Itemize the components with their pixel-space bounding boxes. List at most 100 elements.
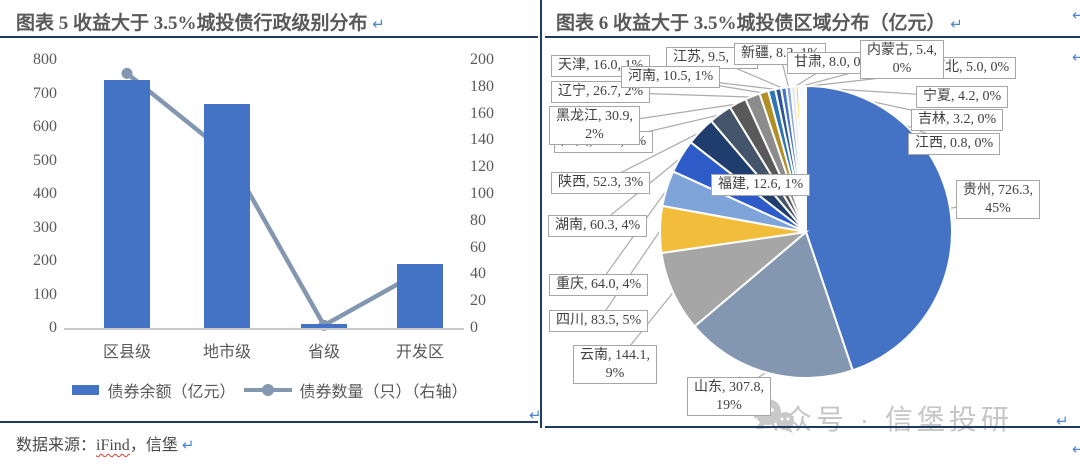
y2-axis-tick: 20: [470, 292, 486, 310]
pie-label-line: 四川, 83.5, 5%: [556, 313, 642, 328]
y-axis-tick: 200: [33, 252, 57, 269]
y2-axis-tick: 120: [470, 158, 494, 176]
figure5-title-text: 图表 5 收益大于 3.5%城投债行政级别分布: [16, 13, 368, 34]
pie-slice-山东: [693, 230, 854, 379]
pie-label-云南: 云南, 144.1, 9%: [573, 345, 657, 384]
y-axis-tick: 700: [33, 84, 57, 102]
pie-label-line: 45%: [985, 200, 1011, 216]
pie-label-江西: 江西, 0.8, 0%: [908, 133, 1001, 155]
pie-label-line: 内蒙古, 5.4,: [867, 43, 937, 58]
legend-line-label: 债券数量（只）（右轴）: [299, 384, 468, 401]
pie-label-line: 江苏, 9.5, 1%: [673, 50, 752, 65]
divider-bottom-right: [545, 426, 1080, 428]
source-suffix: ，信堡: [129, 437, 178, 454]
bar-区县级: [104, 80, 150, 328]
figure5-axis-line: [64, 328, 464, 330]
pie-label-重庆: 重庆, 64.0, 4%: [549, 274, 649, 296]
pie-label-line: 河南, 10.5, 1%: [628, 69, 714, 84]
y2-axis-tick: 80: [470, 211, 486, 229]
bar-开发区: [397, 264, 443, 328]
data-source-note: 数据来源：iFind，信堡 ↵: [16, 431, 194, 455]
pie-label-line: 山东, 307.8,: [694, 380, 764, 395]
y-axis-tick: 500: [33, 151, 57, 169]
bar-地市级: [204, 103, 250, 328]
legend-bar-swatch: [72, 385, 100, 395]
x-axis-label: 开发区: [395, 344, 445, 361]
pie-label-line: 9%: [605, 365, 625, 381]
pie-label-line: 2%: [585, 126, 604, 142]
pie-label-贵州: 贵州, 726.3, 45%: [956, 180, 1040, 219]
x-axis-label: 省级: [307, 344, 341, 361]
pie-label-line: 江西, 0.8, 0%: [915, 136, 994, 151]
leader-line: [598, 188, 669, 286]
source-ifind: iFind: [96, 437, 130, 454]
pie-label-四川: 四川, 83.5, 5%: [549, 310, 649, 332]
divider-bottom-left: [0, 421, 538, 423]
pie-label-line: 甘肃, 8.0, 0%: [794, 55, 873, 70]
line-series: [124, 71, 423, 329]
pie-label-line: 河北, 5.0, 0%: [931, 60, 1010, 75]
y-axis-tick: 800: [33, 51, 57, 68]
pie-label-河北: 河北, 5.0, 0%: [924, 57, 1017, 79]
pie-label-line: 湖南, 60.3, 4%: [555, 218, 641, 233]
pie-label-福建: 福建, 12.6, 1%: [711, 174, 811, 196]
pie-label-line: 0%: [892, 60, 912, 76]
return-mark-icon: ↵: [181, 436, 195, 454]
y2-axis-tick: 100: [470, 185, 494, 202]
return-mark-icon: ↵: [950, 15, 963, 33]
y2-axis-tick: 200: [470, 51, 494, 68]
pie-label-黑龙江: 黑龙江, 30.9, 2%: [549, 106, 640, 145]
y2-axis-tick: 40: [470, 265, 486, 283]
bar-省级: [301, 323, 347, 328]
y-axis-tick: 300: [33, 218, 57, 236]
line-marker: [121, 67, 133, 79]
pie-label-山东: 山东, 307.8, 19%: [687, 377, 771, 416]
divider-vertical: [540, 0, 542, 428]
pie-label-河南: 河南, 10.5, 1%: [621, 66, 721, 88]
pie-label-line: 陕西, 52.3, 3%: [558, 175, 644, 190]
pie-label-line: 贵州, 726.3,: [963, 183, 1033, 198]
pie-label-湖南: 湖南, 60.3, 4%: [548, 215, 648, 237]
pie-label-line: 辽宁, 26.7, 2%: [558, 84, 644, 99]
legend-bar-label: 债券余额（亿元）: [107, 384, 236, 401]
pie-label-宁夏: 宁夏, 4.2, 0%: [916, 86, 1009, 108]
pie-label-line: 宁夏, 4.2, 0%: [923, 89, 1002, 104]
x-axis-label: 区县级: [102, 344, 152, 361]
pie-slice-云南: [660, 230, 810, 328]
y2-axis-tick: 140: [470, 131, 494, 149]
pie-label-吉林: 吉林, 3.2, 0%: [911, 109, 1004, 131]
y2-axis-tick: 0: [470, 319, 478, 336]
y-axis-tick: 400: [33, 185, 57, 202]
pie-label-甘肃: 甘肃, 8.0, 0%: [787, 52, 880, 74]
watermark-text: 公众号 · 信堡投研: [752, 404, 1013, 435]
figure5-legend: 债券余额（亿元） 债券数量（只）（右轴）: [0, 378, 540, 402]
y2-axis-tick: 180: [470, 77, 494, 95]
pie-label-line: 福建, 12.6, 1%: [718, 177, 804, 192]
return-mark-icon: ↵: [1072, 440, 1080, 458]
y-axis-tick: 0: [49, 319, 57, 336]
pie-label-line: 云南, 144.1,: [580, 348, 650, 363]
return-mark-icon: ↵: [1072, 6, 1080, 24]
figure6-title: 图表 6 收益大于 3.5%城投债区域分布（亿元） ↵: [556, 8, 963, 35]
y-axis-tick: 100: [33, 285, 57, 303]
pie-label-内蒙古: 内蒙古, 5.4, 0%: [860, 40, 944, 79]
y2-axis-tick: 60: [470, 238, 486, 256]
figure5-title: 图表 5 收益大于 3.5%城投债行政级别分布 ↵: [16, 8, 385, 35]
y-axis-tick: 600: [33, 118, 57, 135]
return-mark-icon: ↵: [1056, 412, 1069, 430]
pie-slice-贵州: [805, 84, 953, 372]
return-mark-icon: ↵: [372, 15, 385, 33]
pie-label-line: 黑龙江, 30.9,: [556, 109, 633, 124]
divider-top-left: [0, 36, 538, 38]
watermark: 公众号 · 信堡投研: [752, 398, 1013, 438]
divider-top-right: [545, 36, 1080, 38]
pie-label-line: 重庆, 64.0, 4%: [556, 277, 642, 292]
pie-label-陕西: 陕西, 52.3, 3%: [551, 172, 651, 194]
return-mark-icon: ↵: [1072, 48, 1080, 66]
legend-line-swatch: [243, 384, 292, 396]
pie-label-line: 吉林, 3.2, 0%: [918, 112, 997, 127]
figure6-title-text: 图表 6 收益大于 3.5%城投债区域分布（亿元）: [556, 13, 946, 34]
x-axis-label: 地市级: [202, 344, 252, 361]
